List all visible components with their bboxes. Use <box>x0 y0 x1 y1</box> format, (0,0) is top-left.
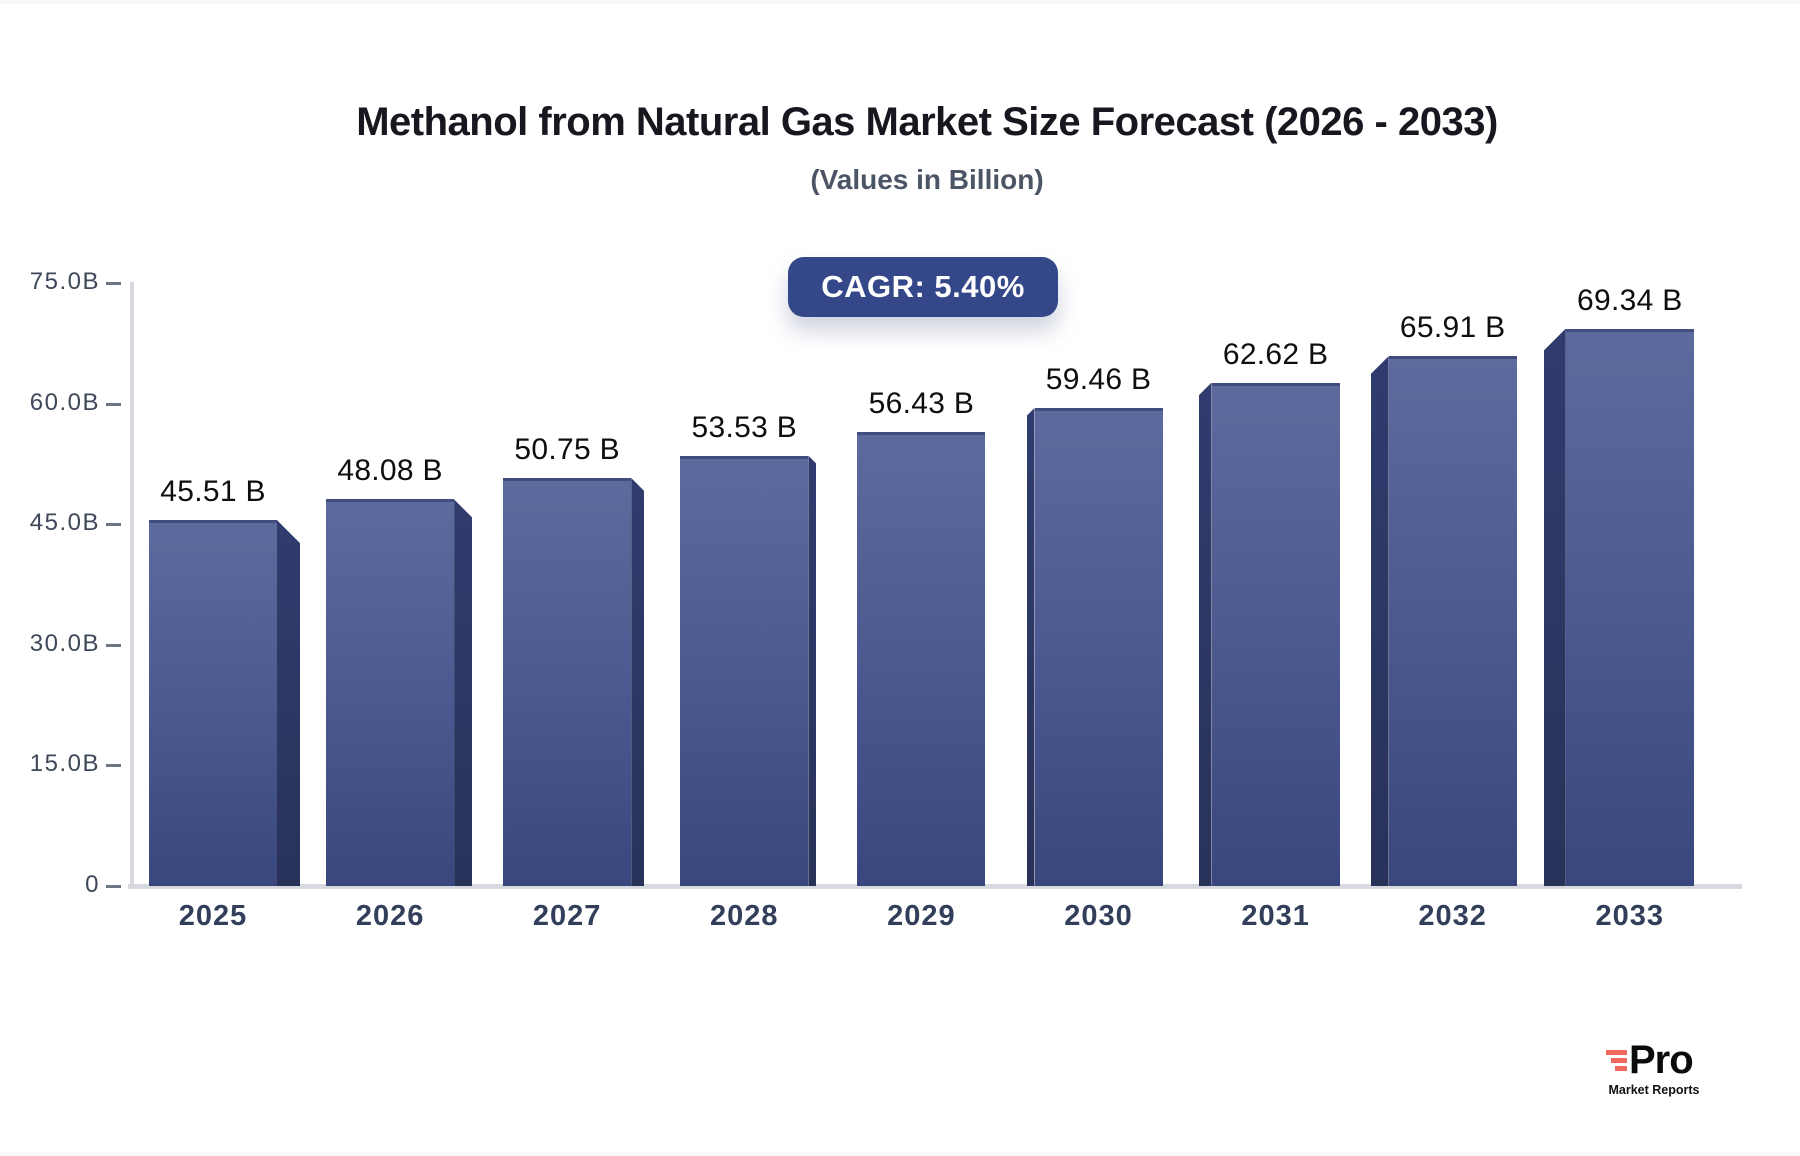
bar-side-2026 <box>454 499 473 886</box>
y-axis-tick-label: 45.0B <box>29 509 100 537</box>
chart-subtitle: (Values in Billion) <box>810 164 1044 195</box>
bar-value-label: 50.75 B <box>514 432 620 466</box>
x-axis-tick-label: 2029 <box>887 900 956 932</box>
logo-top: Pro <box>1606 1040 1702 1080</box>
bar-side-2025 <box>277 520 300 886</box>
x-axis-tick-label: 2028 <box>710 900 779 932</box>
bar-value-label: 65.91 B <box>1399 311 1506 345</box>
y-axis-line <box>130 282 134 889</box>
pro-market-reports-logo: Pro Market Reports <box>1606 1040 1702 1097</box>
x-axis-tick-label: 2031 <box>1241 900 1310 932</box>
x-axis-tick-label: 2032 <box>1418 900 1487 932</box>
x-axis-tick-label: 2033 <box>1595 900 1665 932</box>
bar-2028 <box>680 455 809 886</box>
y-axis-tick-mark <box>106 402 121 406</box>
bar-2027 <box>503 477 632 886</box>
bar-side-2030 <box>1026 407 1035 886</box>
y-axis-tick-mark <box>106 282 121 285</box>
logo-tagline-text: Market Reports <box>1608 1083 1700 1097</box>
bar-side-2033 <box>1543 328 1566 886</box>
bar-2031 <box>1211 382 1340 886</box>
bar-side-2032 <box>1370 356 1389 886</box>
x-axis-tick-label: 2030 <box>1064 900 1133 932</box>
logo-brand-text: Pro <box>1629 1038 1694 1082</box>
bar-side-2031 <box>1198 382 1212 886</box>
bar-value-label: 69.34 B <box>1577 283 1683 317</box>
bottom-edge-strip <box>0 1152 1800 1156</box>
y-axis-tick-label: 75.0B <box>29 268 100 295</box>
x-axis-tick-label: 2026 <box>355 900 425 932</box>
y-axis-tick-mark <box>106 643 121 647</box>
chart-title: Methanol from Natural Gas Market Size Fo… <box>356 100 1498 144</box>
y-axis-tick-label: 15.0B <box>29 750 100 778</box>
bar-side-2028 <box>808 455 817 886</box>
bar-value-label: 48.08 B <box>337 454 443 488</box>
bar-side-2027 <box>631 477 645 886</box>
x-axis-baseline <box>128 884 1742 889</box>
cagr-badge: CAGR: 5.40% <box>788 257 1058 317</box>
y-axis-tick-mark <box>106 764 121 768</box>
bar-2026 <box>326 499 455 886</box>
logo-speed-lines-icon <box>1606 1049 1627 1071</box>
bar-2032 <box>1388 356 1517 886</box>
bar-value-label: 59.46 B <box>1045 362 1152 396</box>
bar-2025 <box>149 520 277 886</box>
bar-value-label: 53.53 B <box>691 410 798 444</box>
bar-2033 <box>1565 328 1694 886</box>
bar-value-label: 56.43 B <box>868 387 975 421</box>
x-axis-tick-label: 2027 <box>532 900 602 932</box>
x-axis-tick-label: 2025 <box>178 900 248 932</box>
y-axis-tick-label: 60.0B <box>29 388 100 416</box>
bar-value-label: 62.62 B <box>1222 337 1329 371</box>
bar-2030 <box>1034 407 1163 886</box>
y-axis-tick-mark <box>106 885 121 888</box>
top-edge-strip <box>0 0 1800 4</box>
y-axis-tick-label: 0 <box>85 871 100 898</box>
y-axis-tick-mark <box>106 523 121 527</box>
bar-value-label: 45.51 B <box>160 475 266 509</box>
bar-2029 <box>857 432 986 886</box>
y-axis-tick-label: 30.0B <box>29 629 100 657</box>
